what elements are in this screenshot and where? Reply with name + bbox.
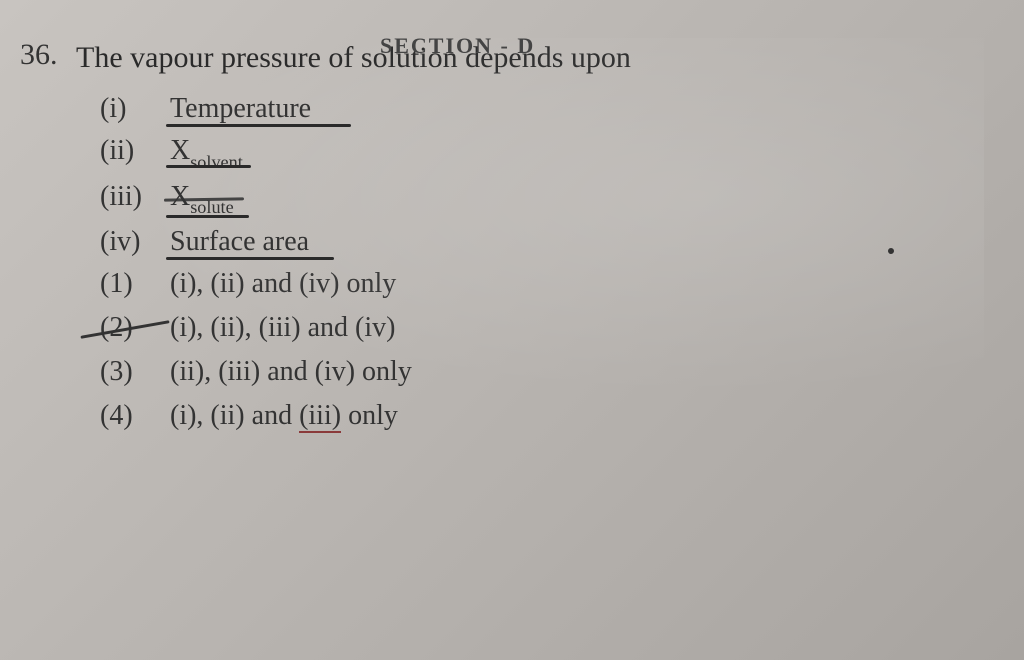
exam-page: SECTION - D 36. The vapour pressure of s… [20, 38, 984, 432]
choice-text-post: only [341, 400, 398, 431]
underlined-text: Temperature [170, 93, 311, 125]
underlined-text: Surface area [170, 226, 309, 258]
option-ii: (ii) Xsolvent [100, 135, 984, 171]
option-text-struck: Xsolute [170, 181, 234, 217]
answer-choices: (1) (i), (ii) and (iv) only (2) (i), (ii… [100, 268, 984, 432]
roman-options: (i) Temperature (ii) Xsolvent (iii) Xsol… [100, 93, 984, 258]
choice-text-underlined: (iii) [299, 400, 341, 433]
option-label: (iv) [100, 226, 170, 258]
choice-label-crossed: (2) [100, 312, 170, 344]
option-label: (i) [100, 93, 170, 125]
option-iv: (iv) Surface area [100, 226, 984, 258]
choice-2: (2) (i), (ii), (iii) and (iv) [100, 312, 984, 344]
choice-label: (3) [100, 356, 170, 388]
option-label: (iii) [100, 181, 170, 213]
choice-text: (i), (ii), (iii) and (iv) [170, 312, 395, 344]
option-label: (ii) [100, 135, 170, 167]
choice-text-pre: (i), (ii) and [170, 400, 299, 431]
option-text: Surface area [170, 226, 309, 258]
question-text: The vapour pressure of solution depends … [76, 38, 631, 77]
choice-text: (i), (ii) and (iii) only [170, 400, 398, 432]
underlined-text: Xsolute [170, 181, 234, 217]
underlined-text: Xsolvent [170, 135, 243, 171]
option-i: (i) Temperature [100, 93, 984, 125]
variable-x: X [170, 181, 190, 212]
option-text: Temperature [170, 93, 311, 125]
subscript: solute [190, 197, 233, 217]
choice-label: (4) [100, 400, 170, 432]
choice-label: (1) [100, 268, 170, 300]
header-fragment: SECTION - D [380, 33, 535, 59]
choice-text: (ii), (iii) and (iv) only [170, 356, 412, 388]
question-number: 36. [20, 38, 76, 72]
option-text: Xsolvent [170, 135, 243, 171]
choice-3: (3) (ii), (iii) and (iv) only [100, 356, 984, 388]
variable-x: X [170, 135, 190, 166]
choice-4: (4) (i), (ii) and (iii) only [100, 400, 984, 432]
subscript: solvent [190, 152, 243, 172]
ink-dot [888, 248, 894, 254]
option-iii: (iii) Xsolute [100, 181, 984, 217]
choice-text: (i), (ii) and (iv) only [170, 268, 396, 300]
choice-1: (1) (i), (ii) and (iv) only [100, 268, 984, 300]
